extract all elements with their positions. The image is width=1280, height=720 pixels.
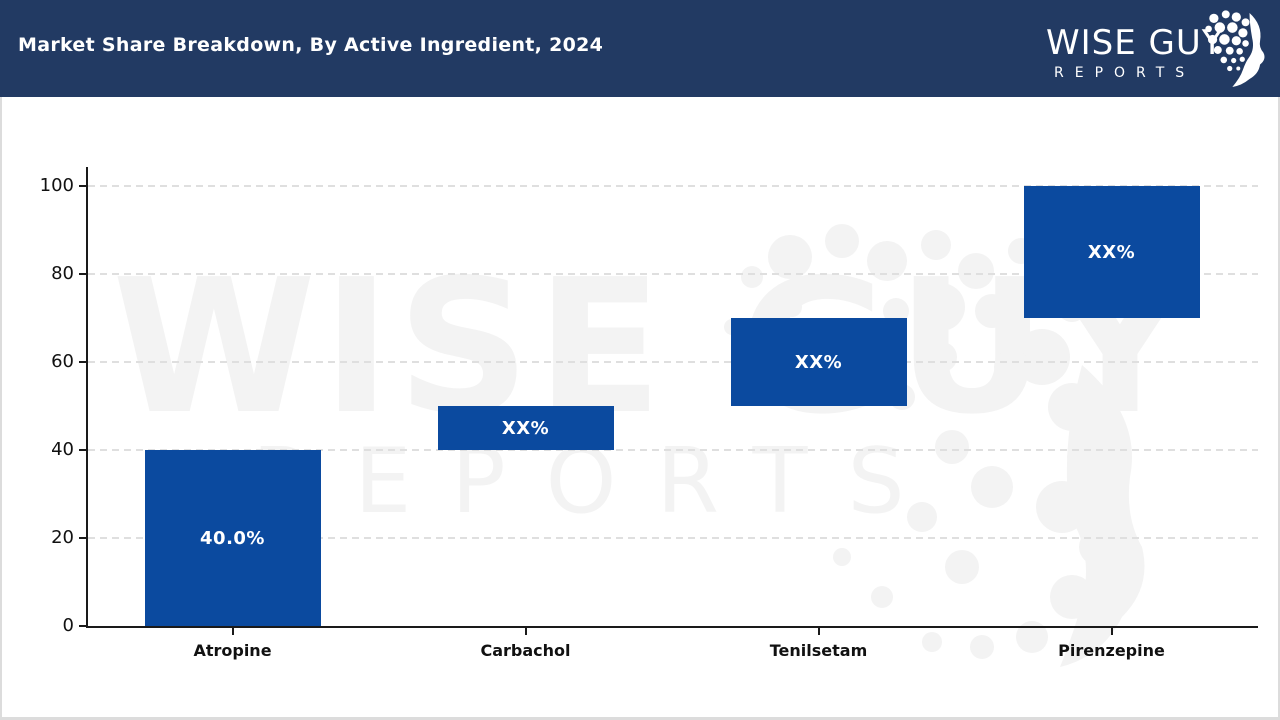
wiseguy-head-icon: [1205, 10, 1265, 87]
chart-area: WISE GUY REPORTS 0 20 40 60 80 100 40: [0, 97, 1280, 720]
x-tick-mark: [817, 628, 820, 635]
bar-value-label: XX%: [1087, 241, 1136, 263]
y-tick-mark: [79, 449, 86, 451]
gridline: [88, 361, 1258, 363]
logo-sub: REPORTS: [1054, 65, 1196, 81]
gridline: [88, 449, 1258, 451]
y-tick-label: 0: [62, 615, 74, 636]
watermark-head-icon: [724, 224, 1145, 667]
bar: XX%: [1023, 186, 1200, 318]
logo-wordmark: WISE GUY: [1046, 23, 1224, 63]
y-tick-label: 80: [51, 263, 74, 284]
watermark-wordmark: WISE GUY: [112, 239, 1193, 455]
bar: XX%: [437, 406, 614, 450]
x-tick-mark: [231, 628, 234, 635]
bar: XX%: [730, 318, 907, 406]
x-category-label: Tenilsetam: [769, 641, 868, 660]
bar-value-label: XX%: [501, 417, 550, 439]
x-axis-line: [86, 626, 1258, 628]
chart-title: Market Share Breakdown, By Active Ingred…: [18, 34, 604, 56]
y-tick-label: 100: [39, 175, 74, 196]
y-tick-label: 20: [51, 527, 74, 548]
y-tick-mark: [79, 625, 86, 627]
x-category-label: Atropine: [193, 641, 272, 660]
gridline: [88, 185, 1258, 187]
x-category-label: Pirenzepine: [1058, 641, 1165, 660]
x-tick-mark: [1110, 628, 1113, 635]
gridline: [88, 537, 1258, 539]
bar: 40.0%: [144, 450, 321, 626]
y-tick-mark: [79, 185, 86, 187]
y-tick-mark: [79, 537, 86, 539]
y-axis-line: [86, 167, 88, 628]
header-bar: Market Share Breakdown, By Active Ingred…: [0, 0, 1280, 97]
y-tick-mark: [79, 273, 86, 275]
y-tick-mark: [79, 361, 86, 363]
y-tick-label: 60: [51, 351, 74, 372]
x-category-label: Carbachol: [480, 641, 571, 660]
gridline: [88, 273, 1258, 275]
watermark-sub: REPORTS: [252, 429, 945, 534]
wiseguy-logo: WISE GUY REPORTS: [1012, 7, 1268, 91]
y-tick-label: 40: [51, 439, 74, 460]
x-tick-mark: [524, 628, 527, 635]
bar-value-label: 40.0%: [200, 527, 265, 549]
bar-value-label: XX%: [794, 351, 843, 373]
